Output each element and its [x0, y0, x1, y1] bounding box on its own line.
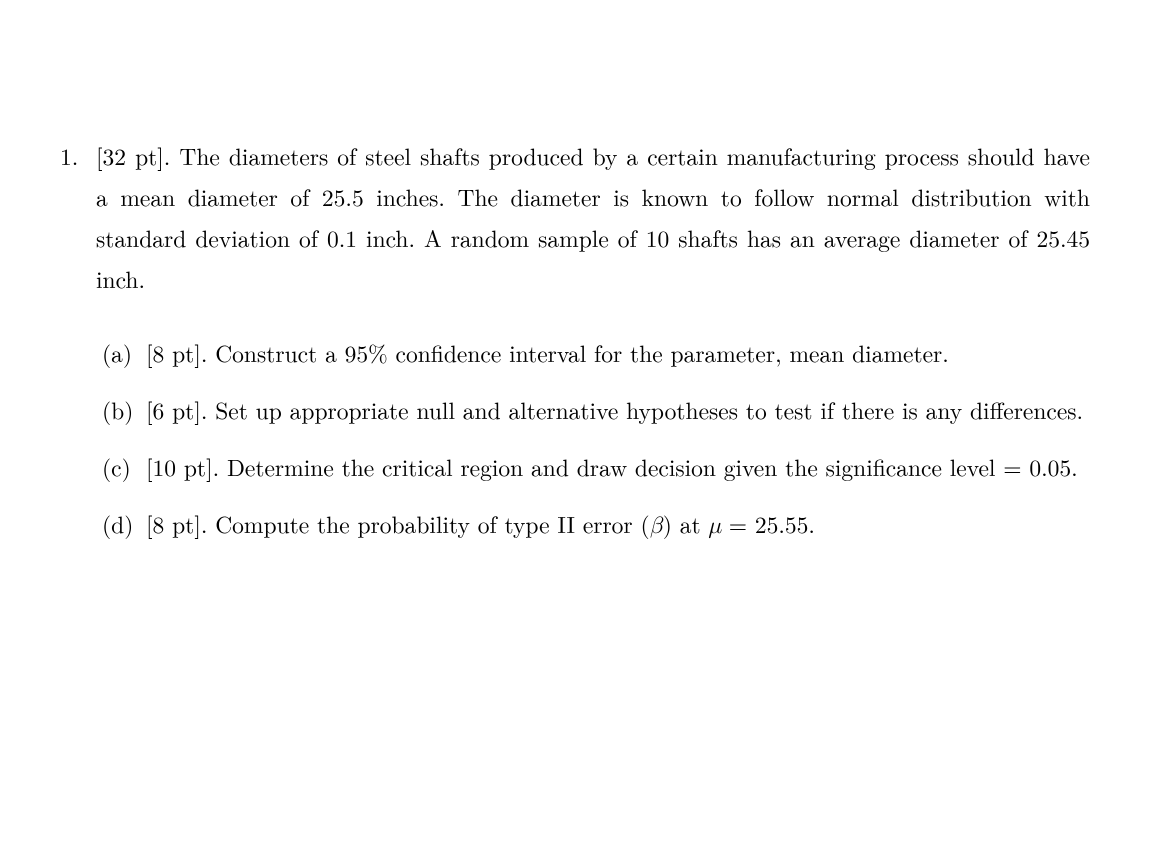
problem-1: 1. [32 pt]. The diameters of steel shaft… [60, 135, 1090, 563]
subpart-d-points: [8 pt]. [146, 507, 207, 540]
subpart-d-label: (d) [102, 503, 146, 547]
subparts-list: (a) [8 pt]. Construct a 95% confidence i… [96, 332, 1090, 548]
problem-stem-text: The diameters of steel shafts produced b… [96, 139, 1090, 295]
mu-symbol: μ [708, 514, 720, 538]
subpart-a-text: [8 pt]. Construct a 95% confidence inter… [146, 332, 1090, 373]
subpart-c-label: (c) [102, 446, 146, 487]
subpart-a: (a) [8 pt]. Construct a 95% confidence i… [102, 332, 1090, 373]
problem-stem: [32 pt]. The diameters of steel shafts p… [96, 135, 1090, 300]
subpart-b: (b) [6 pt]. Set up appropriate null and … [102, 389, 1090, 430]
problem-content: [32 pt]. The diameters of steel shafts p… [96, 135, 1090, 563]
subpart-d-mid: ) at [663, 507, 709, 540]
subpart-d-suffix: = 25.55. [721, 507, 815, 540]
subpart-a-body: Construct a 95% confidence interval for … [207, 336, 948, 369]
subpart-c-text: [10 pt]. Determine the critical region a… [146, 446, 1090, 487]
subpart-a-points: [8 pt]. [146, 336, 207, 369]
subpart-d: (d) [8 pt]. Compute the probability of t… [102, 503, 1090, 547]
subpart-d-prefix: Compute the probability of type II error… [207, 507, 649, 540]
subpart-b-points: [6 pt]. [146, 393, 207, 426]
beta-symbol: β [650, 514, 663, 538]
subpart-b-body: Set up appropriate null and alternative … [207, 393, 1083, 426]
subpart-d-text: [8 pt]. Compute the probability of type … [146, 503, 1090, 547]
problem-points: [32 pt]. [96, 139, 170, 172]
subpart-b-label: (b) [102, 389, 146, 430]
subpart-c: (c) [10 pt]. Determine the critical regi… [102, 446, 1090, 487]
problem-number: 1. [60, 135, 96, 563]
subpart-b-text: [6 pt]. Set up appropriate null and alte… [146, 389, 1090, 430]
subpart-c-body: Determine the critical region and draw d… [219, 450, 1078, 483]
subpart-c-points: [10 pt]. [146, 450, 219, 483]
subpart-a-label: (a) [102, 332, 146, 373]
problem-number-text: 1. [60, 139, 78, 172]
